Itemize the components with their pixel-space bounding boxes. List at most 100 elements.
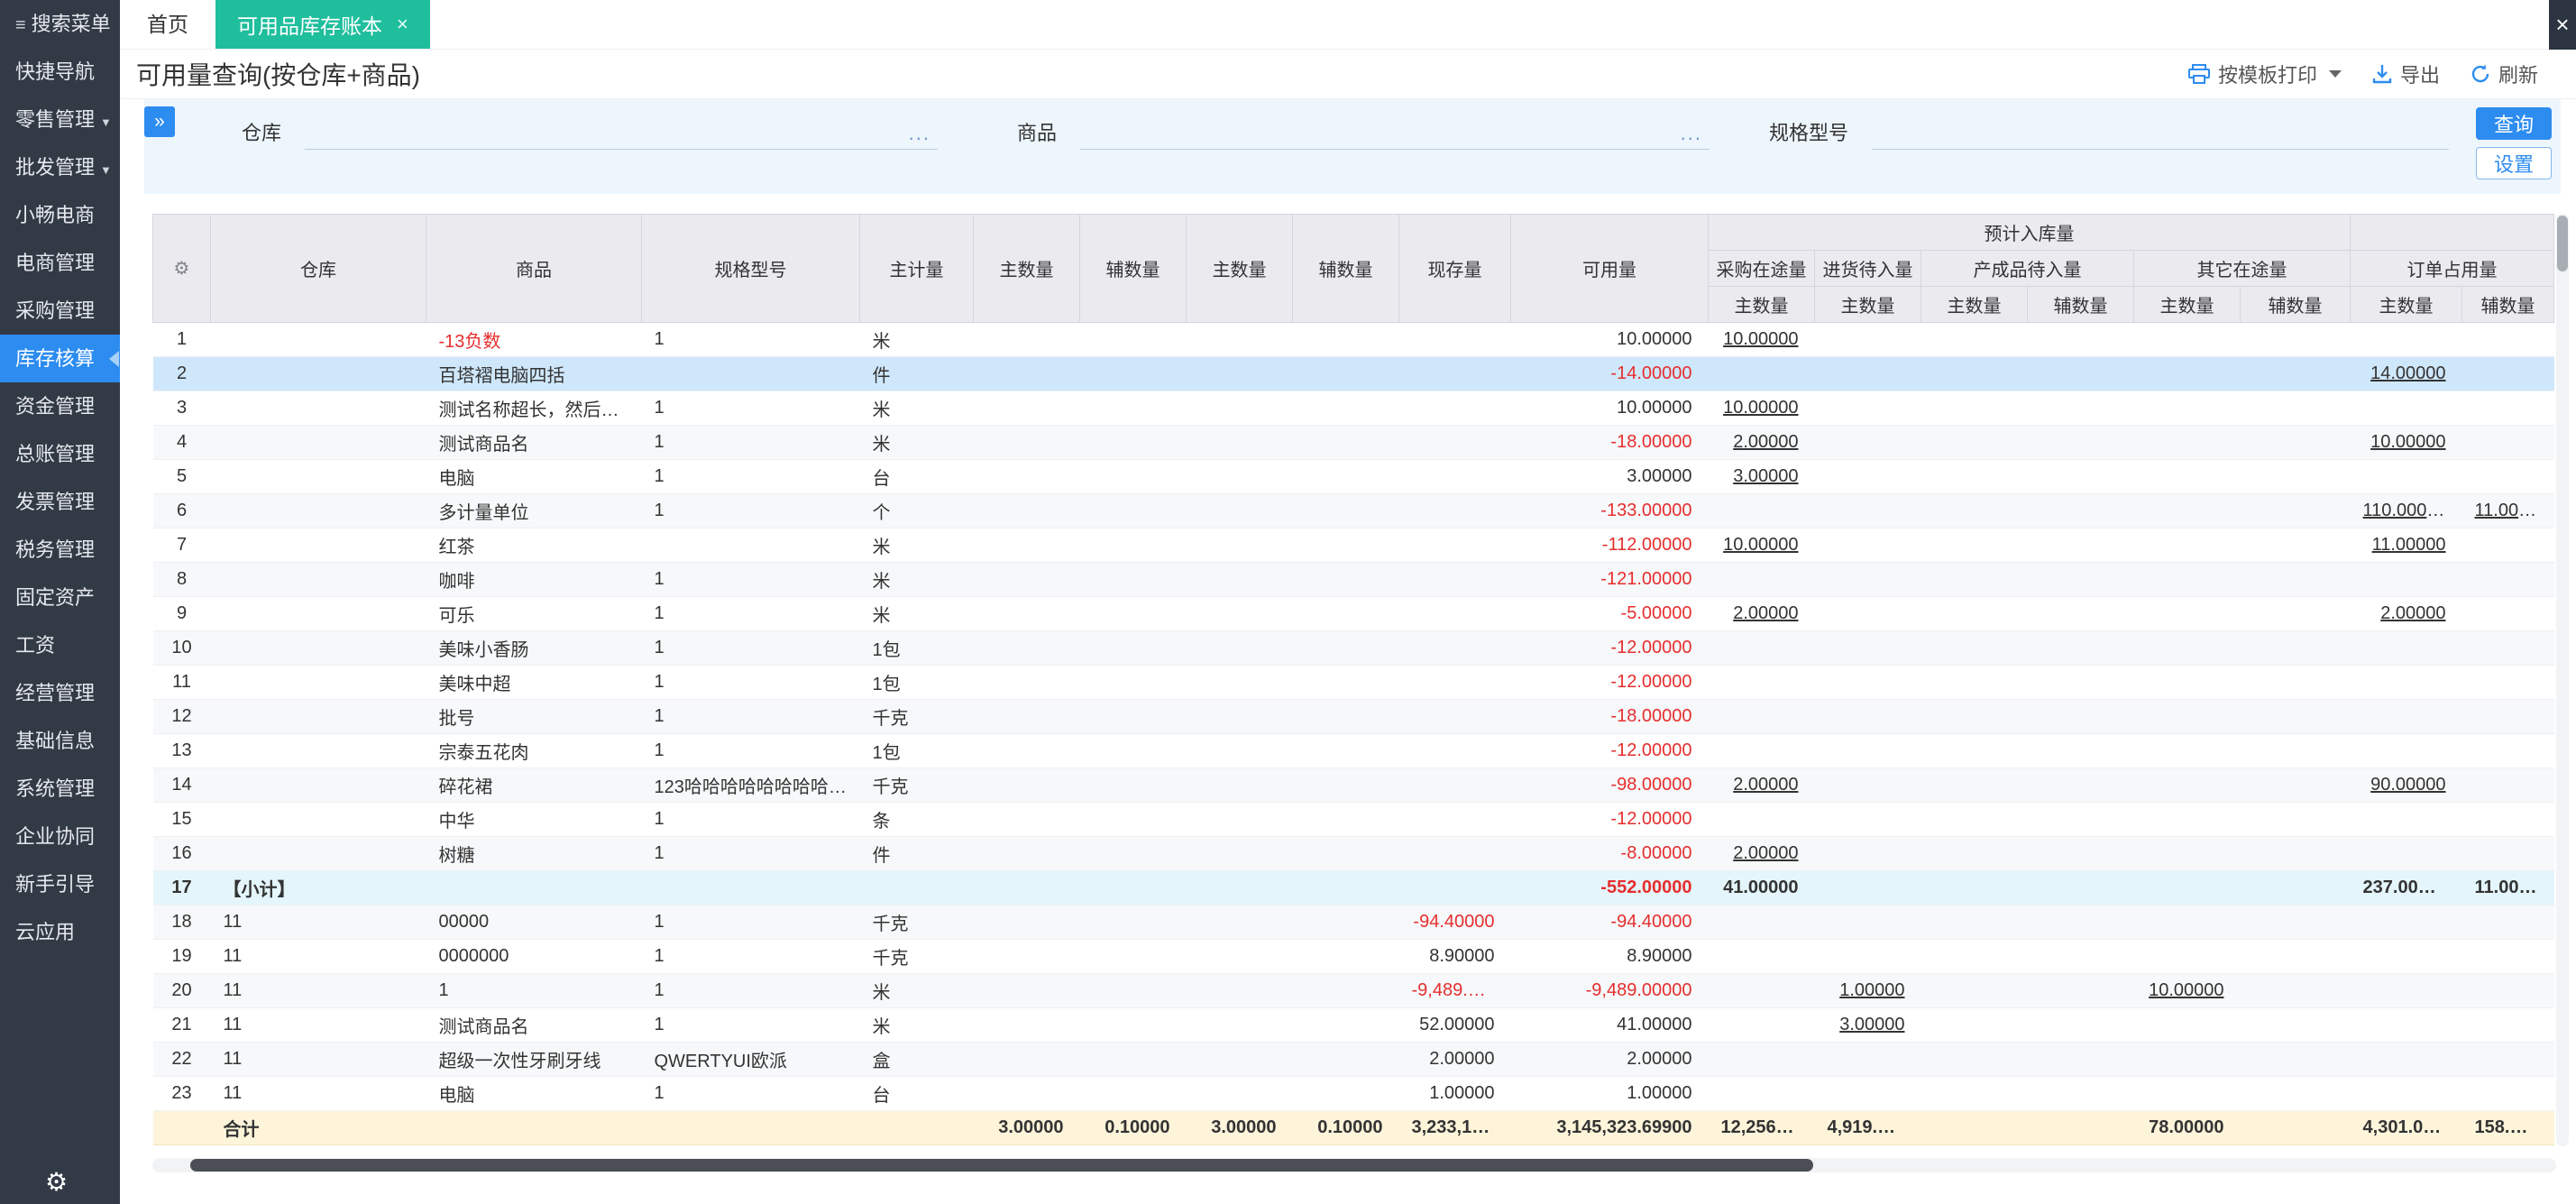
table-row[interactable]: 4 测试商品名 1 米 -18.00000 2.00000 10.00000 [152, 425, 2554, 460]
table-row[interactable]: 23 11 电脑 1 台 1.00000 1.00000 [152, 1076, 2554, 1111]
sidebar-item[interactable]: 基础信息 [0, 717, 120, 765]
warehouse-input[interactable]: ... [305, 114, 938, 150]
vertical-scrollbar-thumb[interactable] [2557, 216, 2568, 271]
table-row[interactable]: 1 -13负数 1 米 10.00000 10.00000 [152, 322, 2554, 357]
table-row[interactable]: 6 多计量单位 1 个 -133.00000 110.00000 11.00000 [152, 493, 2554, 528]
sidebar-item[interactable]: 系统管理 [0, 765, 120, 813]
header-incoming-pending[interactable]: 进货待入量 [1814, 250, 1921, 287]
table-row[interactable]: 5 电脑 1 台 3.00000 3.00000 [152, 459, 2554, 494]
table-row[interactable]: 22 11 超级一次性牙刷牙线 QWERTYUI欧派盒 2.00000 2.00000 [152, 1042, 2554, 1077]
header-finished-aux-qty[interactable]: 辅数量 [2027, 286, 2134, 323]
table-row[interactable]: 12 批号 1 千克 -18.00000 [152, 699, 2554, 734]
column-settings-header[interactable]: ⚙ [152, 214, 211, 323]
sidebar-search-menu[interactable]: ≡ 搜索菜单 [0, 0, 120, 48]
header-aux-qty-2[interactable]: 辅数量 [1292, 214, 1399, 323]
sidebar-item[interactable]: 小畅电商 [0, 191, 120, 239]
drill-link-cell[interactable]: 2.00000 [1708, 425, 1815, 460]
drill-link-cell[interactable]: 11.00000 [2461, 493, 2554, 528]
sidebar-item[interactable]: 发票管理 [0, 478, 120, 526]
table-row[interactable]: 18 11 00000 1 千克 -94.40000 -94.40000 [152, 905, 2554, 940]
gear-icon[interactable]: ⚙ [45, 1168, 69, 1196]
drill-link-cell[interactable]: 10.00000 [2133, 973, 2241, 1008]
table-row[interactable]: 14 碎花裙123哈哈哈哈哈哈哈哈哈哈哈...千克 -98.000002.00000… [152, 767, 2554, 803]
spec-input[interactable] [1872, 114, 2449, 150]
sidebar-item[interactable]: 库存核算 [0, 335, 120, 382]
table-row[interactable]: 9 可乐 1 米 -5.00000 2.00000 2.00000 [152, 596, 2554, 631]
close-all-tabs-button[interactable]: × [2549, 0, 2576, 50]
query-button[interactable]: 查询 [2476, 107, 2552, 140]
table-row[interactable]: 7 红茶 米 -112.00000 10.00000 11.00000 [152, 528, 2554, 563]
header-available[interactable]: 可用量 [1510, 214, 1709, 323]
tab-available-stock-ledger[interactable]: 可用品库存账本 × [215, 0, 430, 49]
header-finished-main-qty[interactable]: 主数量 [1921, 286, 2028, 323]
header-warehouse[interactable]: 仓库 [210, 214, 426, 323]
sidebar-item[interactable]: 资金管理 [0, 382, 120, 430]
drill-link-cell[interactable]: 110.00000 [2350, 493, 2462, 528]
header-other-transit[interactable]: 其它在途量 [2132, 250, 2351, 287]
header-spec[interactable]: 规格型号 [641, 214, 860, 323]
header-order-aux-qty[interactable]: 辅数量 [2461, 286, 2555, 323]
drill-link-cell[interactable]: 2.00000 [1708, 596, 1815, 631]
header-purchase-transit[interactable]: 采购在途量 [1708, 250, 1815, 287]
table-row[interactable]: 19 11 0000000 1 千克 8.90000 8.90000 [152, 939, 2554, 974]
vertical-scrollbar[interactable] [2556, 214, 2569, 1146]
header-aux-qty-1[interactable]: 辅数量 [1079, 214, 1187, 323]
table-row[interactable]: 17 【小计】 -552.00000 41.00000 237.00000 11.0000… [152, 870, 2554, 905]
sidebar-item[interactable]: 企业协同 [0, 813, 120, 860]
header-product[interactable]: 商品 [426, 214, 642, 323]
header-stock[interactable]: 现存量 [1398, 214, 1511, 323]
sidebar-item[interactable]: 批发管理 ▼ [0, 143, 120, 191]
export-button[interactable]: 导出 [2372, 60, 2440, 88]
header-unit[interactable]: 主计量 [859, 214, 974, 323]
sidebar-item[interactable]: 云应用 [0, 908, 120, 956]
drill-link-cell[interactable]: 14.00000 [2350, 356, 2462, 391]
table-row[interactable]: 16 树糖 1 件 -8.00000 2.00000 [152, 836, 2554, 871]
drill-link-cell[interactable]: 1.00000 [1814, 973, 1921, 1008]
header-incoming-main-qty[interactable]: 主数量 [1814, 286, 1921, 323]
table-row[interactable]: 13 宗泰五花肉 1 1包 -12.00000 [152, 733, 2554, 768]
more-options-icon[interactable]: ... [1680, 122, 1702, 144]
settings-button[interactable]: 设置 [2476, 147, 2552, 179]
sidebar-item[interactable]: 采购管理 [0, 287, 120, 335]
print-by-template-button[interactable]: 按模板打印 [2187, 60, 2342, 88]
collapse-filter-button[interactable]: » [144, 106, 175, 137]
header-order-occupied[interactable]: 订单占用量 [2350, 250, 2555, 287]
horizontal-scrollbar[interactable] [152, 1158, 2556, 1172]
drill-link-cell[interactable]: 3.00000 [1814, 1007, 1921, 1043]
table-row[interactable]: 11 美味中超 1 1包 -12.00000 [152, 665, 2554, 700]
header-purchase-main-qty[interactable]: 主数量 [1708, 286, 1815, 323]
sidebar-item[interactable]: 电商管理 [0, 239, 120, 287]
table-row[interactable]: 15 中华 1 条 -12.00000 [152, 802, 2554, 837]
sidebar-item[interactable]: 工资 [0, 621, 120, 669]
drill-link-cell[interactable]: 90.00000 [2350, 767, 2462, 803]
table-row[interactable]: 8 咖啡 1 米 -121.00000 [152, 562, 2554, 597]
header-order-main-qty[interactable]: 主数量 [2350, 286, 2463, 323]
table-row[interactable]: 2 百塔褶电脑四括 件 -14.00000 14.00000 [152, 356, 2554, 391]
sidebar-item[interactable]: 零售管理 ▼ [0, 96, 120, 143]
table-row[interactable]: 21 11 测试商品名 1 米 52.00000 41.00000 3.00000 [152, 1007, 2554, 1043]
sidebar-item[interactable]: 新手引导 [0, 860, 120, 908]
table-row[interactable]: 10 美味小香肠 1 1包 -12.00000 [152, 630, 2554, 666]
sidebar-item[interactable]: 经营管理 [0, 669, 120, 717]
header-main-qty-1[interactable]: 主数量 [973, 214, 1080, 323]
drill-link-cell[interactable]: 3.00000 [1708, 459, 1815, 494]
drill-link-cell[interactable]: 2.00000 [1708, 767, 1815, 803]
tab-home[interactable]: 首页 [147, 13, 188, 36]
horizontal-scrollbar-thumb[interactable] [190, 1159, 1813, 1172]
header-other-main-qty[interactable]: 主数量 [2133, 286, 2241, 323]
drill-link-cell[interactable]: 2.00000 [1708, 836, 1815, 871]
more-options-icon[interactable]: ... [908, 122, 930, 144]
sidebar-item[interactable]: 固定资产 [0, 574, 120, 621]
table-row[interactable]: 20 11 1 1 米 -9,489.000... -9,489.00000 1.00000 1… [152, 973, 2554, 1008]
header-finished-pending[interactable]: 产成品待入量 [1921, 250, 2134, 287]
drill-link-cell[interactable]: 10.00000 [2350, 425, 2462, 460]
drill-link-cell[interactable]: 10.00000 [1708, 528, 1815, 563]
drill-link-cell[interactable]: 10.00000 [1708, 322, 1815, 357]
header-other-aux-qty[interactable]: 辅数量 [2239, 286, 2351, 323]
sidebar-item[interactable]: 快捷导航 [0, 48, 120, 96]
drill-link-cell[interactable]: 11.00000 [2350, 528, 2462, 563]
refresh-button[interactable]: 刷新 [2471, 60, 2538, 88]
product-input[interactable]: ... [1080, 114, 1710, 150]
drill-link-cell[interactable]: 10.00000 [1708, 391, 1815, 426]
